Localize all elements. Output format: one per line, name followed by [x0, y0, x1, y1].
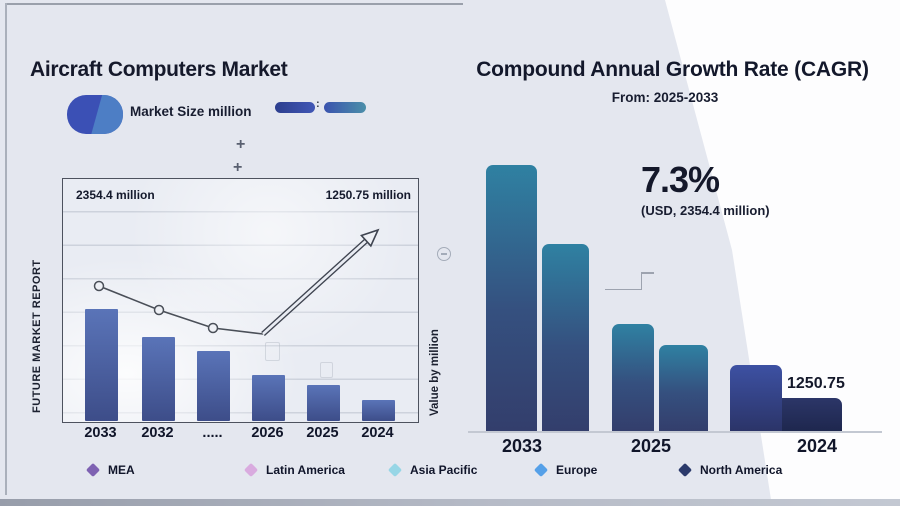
circle-minus-dash: [440, 253, 447, 255]
market-size-bar-2026: [252, 375, 285, 421]
legend-diamond-icon: [243, 462, 259, 478]
x-axis-label-2025: 2025: [306, 425, 339, 441]
region-legend: MEA Latin America Asia Pacific Europe North …: [0, 462, 900, 481]
cagr-x-label-2025: 2025: [630, 436, 672, 456]
corner-step-decoration-stub: [641, 272, 654, 274]
document-watermark-icon: [320, 362, 333, 378]
market-size-bar-2032: [142, 337, 175, 421]
plus-icon-bottom: +: [233, 159, 243, 176]
legend-item-mea: MEA: [85, 462, 135, 478]
x-axis-line: [468, 431, 882, 433]
legend-item-europe: Europe: [533, 462, 598, 478]
cagr-value: 7.3%: [641, 159, 720, 200]
cagr-subtitle: From: 2025-2033: [611, 90, 719, 105]
frame-top-line: [5, 3, 463, 5]
cagr-bar-2025-2: [659, 345, 708, 431]
cagr-x-label-2024: 2024: [796, 436, 838, 456]
market-size-x-axis: 2033 2032..... 2026 2025 2024: [62, 425, 417, 443]
cagr-bar-2033-2: [542, 244, 589, 431]
x-axis-label-2032: 2032: [141, 425, 174, 441]
plus-icon-top: +: [236, 136, 246, 153]
cagr-bar-2025-1: [612, 324, 654, 431]
market-size-bar-.....: [197, 351, 230, 421]
x-axis-label-2033: 2033: [84, 425, 117, 441]
cagr-bar-2024-1: [730, 365, 782, 431]
frame-left-line: [5, 3, 7, 495]
legend-item-north-america: North America: [677, 462, 783, 478]
cagr-note: (USD, 2354.4 million): [641, 202, 770, 218]
legend-label: Latin America: [266, 463, 345, 477]
cagr-x-label-2033: 2033: [501, 436, 543, 456]
annotation-1250-75: 1250.75: [787, 375, 845, 392]
watermark-vertical-text: FUTURE MARKET REPORT: [31, 259, 43, 413]
colon-separator: :: [316, 98, 320, 110]
pill-decoration-right: [324, 102, 366, 113]
x-axis-label-2024: 2024: [361, 425, 394, 441]
legend-diamond-icon: [677, 462, 693, 478]
legend-diamond-icon: [533, 462, 549, 478]
cagr-title: Compound Annual Growth Rate (CAGR): [476, 58, 869, 81]
value-label-2024: 1250.75 million: [325, 188, 411, 202]
market-size-bar-2024: [362, 400, 395, 421]
trend-line-with-arrow: [93, 228, 380, 337]
cagr-value-block: 7.3% (USD, 2354.4 million): [641, 160, 770, 218]
legend-label: Asia Pacific: [410, 463, 478, 477]
legend-diamond-icon: [387, 462, 403, 478]
market-size-bar-2025: [307, 385, 340, 421]
market-size-unit-label: Market Size million: [130, 104, 252, 119]
value-label-2033: 2354.4 million: [76, 188, 155, 202]
cagr-bar-2033-1: [486, 165, 537, 431]
market-size-bar-2033: [85, 309, 118, 421]
corner-step-decoration: [605, 274, 642, 290]
circle-minus-icon: [437, 247, 451, 261]
cagr-bar-2024-2: [782, 398, 842, 431]
pill-decoration-left: [275, 102, 315, 113]
bottom-frame-strip: [0, 499, 900, 506]
legend-item-asia-pacific: Asia Pacific: [387, 462, 478, 478]
legend-label: North America: [700, 463, 783, 477]
page-title: Aircraft Computers Market: [30, 58, 288, 81]
capsule-icon-highlight: [91, 95, 123, 134]
document-watermark-icon: [265, 342, 280, 361]
capsule-icon: [67, 95, 123, 134]
x-axis-label-.....: .....: [202, 425, 223, 441]
legend-label: Europe: [556, 463, 598, 477]
market-size-chart: 2354.4 million 1250.75 million: [62, 178, 419, 423]
x-axis-label-2026: 2026: [251, 425, 284, 441]
legend-item-latin-america: Latin America: [243, 462, 345, 478]
legend-diamond-icon: [85, 462, 101, 478]
y-axis-label: Value by million: [429, 329, 441, 416]
legend-label: MEA: [108, 463, 135, 477]
